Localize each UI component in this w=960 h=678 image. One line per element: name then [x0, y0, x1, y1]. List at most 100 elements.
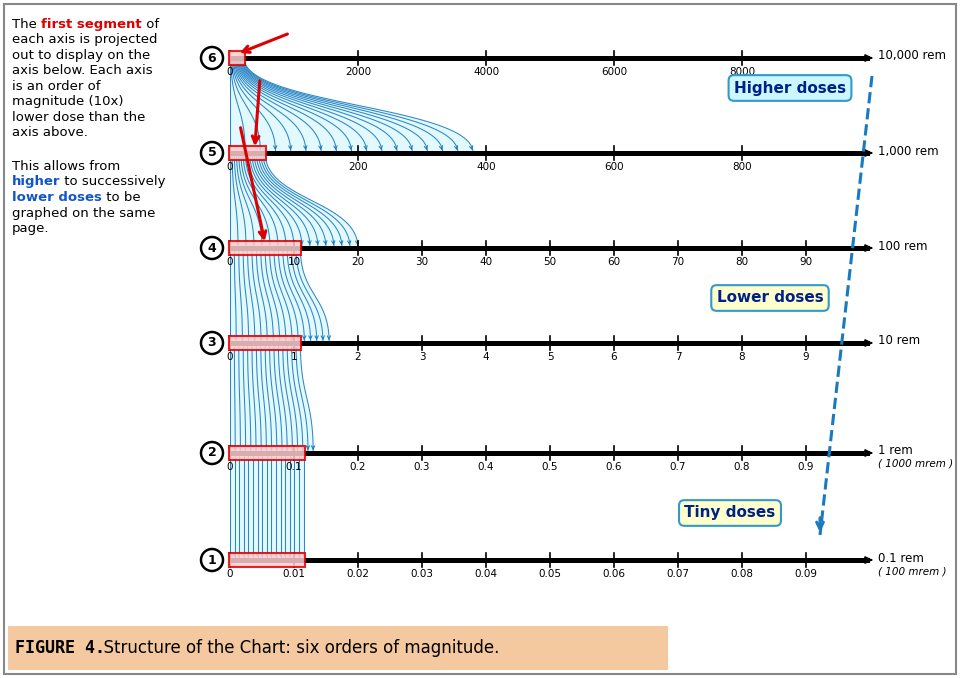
- Text: axis above.: axis above.: [12, 127, 88, 140]
- Text: 0.1 rem: 0.1 rem: [878, 551, 924, 565]
- Bar: [229, 146, 266, 160]
- Polygon shape: [230, 248, 329, 343]
- Text: 20: 20: [351, 257, 365, 267]
- Text: axis below. Each axis: axis below. Each axis: [12, 64, 153, 77]
- Text: Structure of the Chart: six orders of magnitude.: Structure of the Chart: six orders of ma…: [93, 639, 499, 657]
- Text: of: of: [142, 18, 158, 31]
- Text: 0.05: 0.05: [539, 569, 562, 579]
- Text: 80: 80: [735, 257, 749, 267]
- Text: 90: 90: [800, 257, 812, 267]
- Polygon shape: [230, 153, 358, 248]
- Text: 0: 0: [227, 569, 233, 579]
- Text: 0.7: 0.7: [670, 462, 686, 472]
- Text: higher: higher: [12, 176, 60, 188]
- Text: 70: 70: [671, 257, 684, 267]
- Text: to successively: to successively: [60, 176, 166, 188]
- Bar: [230, 56, 870, 60]
- Text: 0.06: 0.06: [603, 569, 626, 579]
- Bar: [230, 245, 870, 250]
- Text: 1: 1: [207, 553, 216, 567]
- Text: 9: 9: [803, 352, 809, 362]
- Text: 10 rem: 10 rem: [878, 334, 920, 348]
- Text: 0.5: 0.5: [541, 462, 559, 472]
- Text: 8000: 8000: [729, 67, 756, 77]
- Text: 0.04: 0.04: [474, 569, 497, 579]
- Text: 4: 4: [207, 241, 216, 254]
- Text: ( 100 mrem ): ( 100 mrem ): [878, 566, 947, 576]
- Text: The: The: [12, 18, 41, 31]
- Bar: [229, 446, 304, 460]
- Text: 400: 400: [476, 162, 495, 172]
- Text: 60: 60: [608, 257, 620, 267]
- Bar: [230, 557, 870, 563]
- Bar: [8, 626, 668, 670]
- Text: 5: 5: [207, 146, 216, 159]
- Text: 0.1: 0.1: [286, 462, 302, 472]
- Text: 0: 0: [227, 67, 233, 77]
- Text: 2: 2: [207, 447, 216, 460]
- Circle shape: [201, 442, 223, 464]
- Text: lower doses: lower doses: [12, 191, 102, 204]
- Circle shape: [201, 549, 223, 571]
- Text: 5: 5: [546, 352, 553, 362]
- Text: 0: 0: [227, 162, 233, 172]
- Text: page.: page.: [12, 222, 50, 235]
- Text: first segment: first segment: [41, 18, 142, 31]
- Text: 6: 6: [207, 52, 216, 64]
- Polygon shape: [230, 343, 313, 453]
- Circle shape: [201, 47, 223, 69]
- Polygon shape: [230, 58, 473, 153]
- Text: Lower doses: Lower doses: [716, 290, 824, 306]
- Text: 40: 40: [479, 257, 492, 267]
- Text: 2000: 2000: [345, 67, 372, 77]
- Bar: [230, 340, 870, 346]
- Text: 10,000 rem: 10,000 rem: [878, 49, 946, 62]
- Text: This allows from: This allows from: [12, 160, 120, 173]
- Text: 6000: 6000: [601, 67, 627, 77]
- Text: 0: 0: [227, 352, 233, 362]
- Polygon shape: [230, 453, 303, 560]
- Bar: [230, 450, 870, 456]
- Bar: [229, 51, 245, 65]
- Text: 1,000 rem: 1,000 rem: [878, 144, 939, 157]
- Text: 0.8: 0.8: [733, 462, 751, 472]
- Text: 30: 30: [416, 257, 428, 267]
- Bar: [230, 151, 870, 155]
- Text: 0.9: 0.9: [798, 462, 814, 472]
- Text: to be: to be: [102, 191, 140, 204]
- Bar: [229, 553, 304, 567]
- Circle shape: [201, 142, 223, 164]
- Text: 0.4: 0.4: [478, 462, 494, 472]
- Text: Tiny doses: Tiny doses: [684, 506, 776, 521]
- Text: 0.07: 0.07: [666, 569, 689, 579]
- Text: 1 rem: 1 rem: [878, 445, 913, 458]
- Text: 6: 6: [611, 352, 617, 362]
- Text: 0.08: 0.08: [731, 569, 754, 579]
- Text: 2: 2: [354, 352, 361, 362]
- Text: 10: 10: [287, 257, 300, 267]
- Text: 0.2: 0.2: [349, 462, 367, 472]
- Text: 3: 3: [207, 336, 216, 349]
- Text: each axis is projected: each axis is projected: [12, 33, 157, 47]
- Text: Higher doses: Higher doses: [734, 81, 846, 96]
- Text: 0.6: 0.6: [606, 462, 622, 472]
- Text: graphed on the same: graphed on the same: [12, 207, 156, 220]
- Text: lower dose than the: lower dose than the: [12, 111, 145, 124]
- Circle shape: [201, 332, 223, 354]
- Text: 8: 8: [738, 352, 745, 362]
- Text: out to display on the: out to display on the: [12, 49, 151, 62]
- Text: 0: 0: [227, 257, 233, 267]
- Text: 0.09: 0.09: [795, 569, 818, 579]
- Circle shape: [201, 237, 223, 259]
- Text: 50: 50: [543, 257, 557, 267]
- Text: magnitude (10x): magnitude (10x): [12, 96, 124, 108]
- Text: 7: 7: [675, 352, 682, 362]
- Text: 3: 3: [419, 352, 425, 362]
- Text: 200: 200: [348, 162, 368, 172]
- Text: 0.3: 0.3: [414, 462, 430, 472]
- Text: FIGURE 4.: FIGURE 4.: [15, 639, 105, 657]
- Text: 1: 1: [291, 352, 298, 362]
- Text: 0.01: 0.01: [282, 569, 305, 579]
- Text: is an order of: is an order of: [12, 80, 101, 93]
- Text: 0.02: 0.02: [347, 569, 370, 579]
